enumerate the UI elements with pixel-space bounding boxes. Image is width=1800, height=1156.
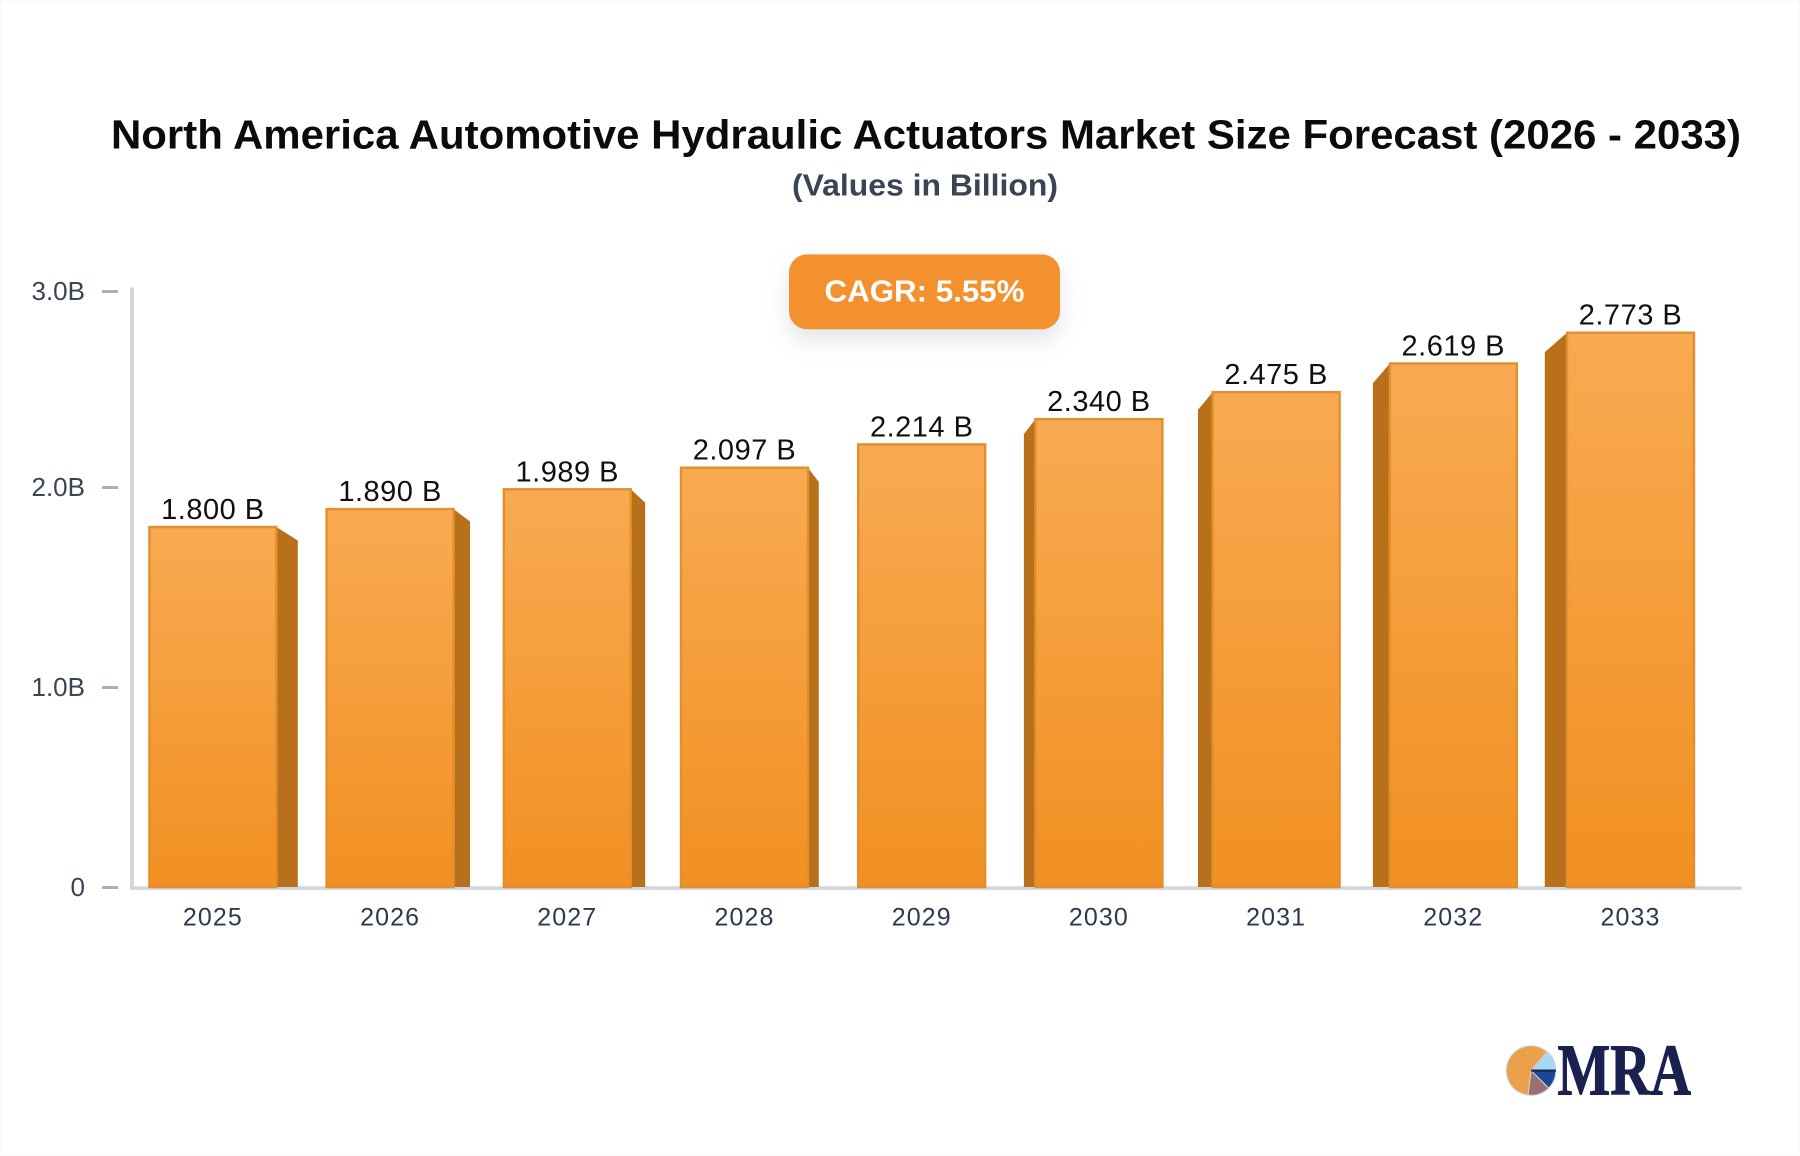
svg-text:2033: 2033: [1600, 904, 1660, 932]
svg-text:2.340 B: 2.340 B: [1047, 386, 1150, 418]
svg-text:2028: 2028: [714, 904, 774, 932]
svg-text:2031: 2031: [1246, 904, 1306, 932]
svg-text:2.475 B: 2.475 B: [1224, 359, 1327, 391]
svg-text:2025: 2025: [183, 904, 243, 932]
svg-text:2026: 2026: [360, 904, 420, 932]
svg-text:1.890 B: 1.890 B: [338, 476, 441, 508]
svg-text:2.619 B: 2.619 B: [1402, 331, 1505, 363]
svg-text:(Values in Billion): (Values in Billion): [792, 167, 1058, 202]
svg-text:2029: 2029: [892, 904, 952, 932]
svg-text:2.0B: 2.0B: [32, 472, 86, 502]
svg-text:CAGR: 5.55%: CAGR: 5.55%: [825, 274, 1025, 309]
svg-text:MRA: MRA: [1558, 1029, 1692, 1110]
svg-text:2.773 B: 2.773 B: [1579, 300, 1682, 332]
svg-text:2.097 B: 2.097 B: [693, 435, 796, 467]
svg-text:2030: 2030: [1069, 904, 1129, 932]
svg-text:2.214 B: 2.214 B: [870, 411, 973, 443]
svg-text:3.0B: 3.0B: [32, 276, 86, 306]
svg-text:1.989 B: 1.989 B: [516, 456, 619, 488]
svg-text:2027: 2027: [537, 904, 597, 932]
svg-text:1.800 B: 1.800 B: [161, 494, 264, 526]
svg-text:1.0B: 1.0B: [32, 672, 86, 702]
svg-text:0: 0: [71, 872, 85, 902]
svg-text:2032: 2032: [1423, 904, 1483, 932]
svg-text:North America Automotive Hydra: North America Automotive Hydraulic Actua…: [111, 111, 1741, 157]
